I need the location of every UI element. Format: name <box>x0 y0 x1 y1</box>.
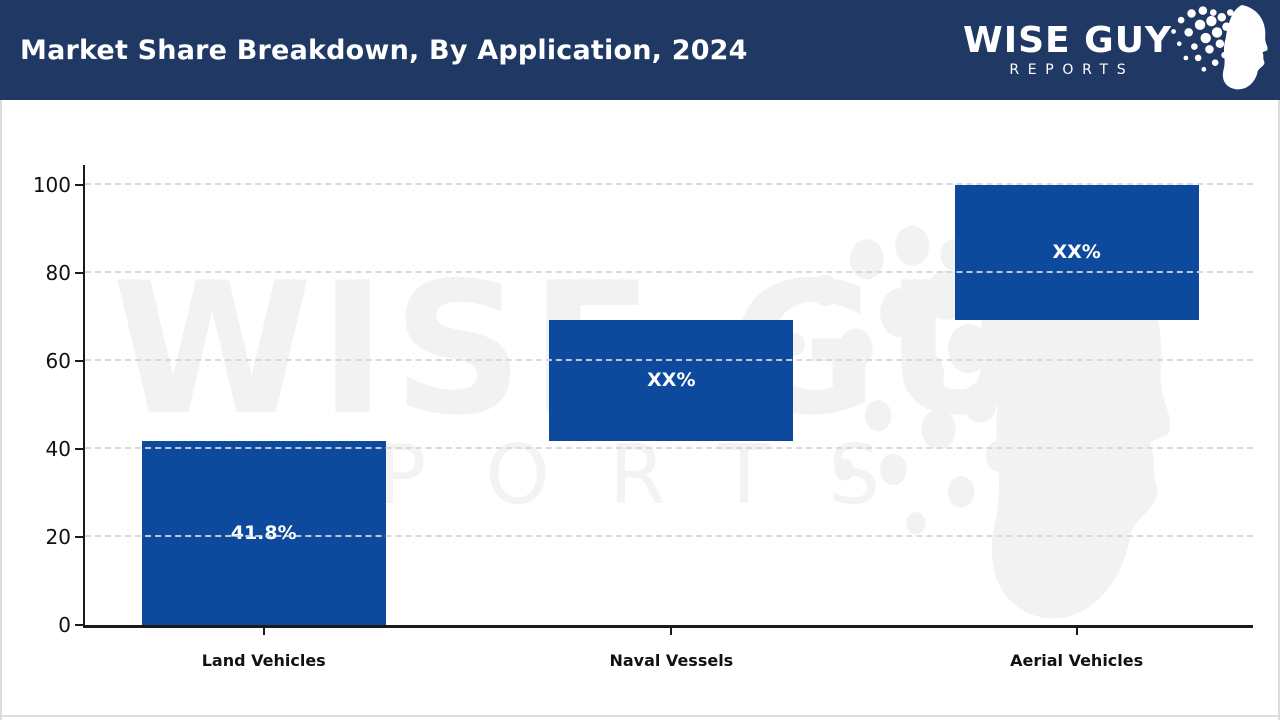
gridline-100 <box>85 182 1253 185</box>
x-tick-label-naval-vessels: Naval Vessels <box>609 651 734 670</box>
page-border-right <box>1278 100 1280 720</box>
wiseguy-face-icon <box>1166 2 1270 98</box>
y-tick-label-100: 100 <box>32 172 71 197</box>
x-tick-mark-naval-vessels <box>670 628 673 635</box>
y-tick-mark-20 <box>75 535 83 538</box>
x-tick-mark-aerial-vehicles <box>1075 628 1078 635</box>
gridline-40 <box>85 446 1253 449</box>
page-border-left <box>0 100 2 720</box>
header-bar: Market Share Breakdown, By Application, … <box>0 0 1280 100</box>
chart-title: Market Share Breakdown, By Application, … <box>20 34 748 66</box>
bar-aerial-vehicles: XX% <box>954 184 1199 320</box>
y-tick-label-40: 40 <box>45 436 71 461</box>
y-tick-label-60: 60 <box>45 348 71 373</box>
page-border-bottom <box>0 715 1280 717</box>
x-tick-mark-land-vehicles <box>262 628 265 635</box>
logo-text: WISE GUY REPORTS <box>962 20 1172 78</box>
y-tick-mark-40 <box>75 447 83 450</box>
y-tick-mark-0 <box>75 624 83 626</box>
y-tick-mark-80 <box>75 271 83 274</box>
bar-value-label-land-vehicles: 41.8% <box>230 522 297 544</box>
bar-land-vehicles: 41.8% <box>141 441 386 625</box>
y-tick-label-20: 20 <box>45 524 71 549</box>
y-tick-mark-100 <box>75 183 83 186</box>
x-axis-line <box>83 625 1253 628</box>
gridline-80 <box>85 270 1253 273</box>
y-tick-label-0: 0 <box>58 613 71 637</box>
x-tick-label-land-vehicles: Land Vehicles <box>201 651 326 670</box>
logo-wiseguy-text: WISE GUY <box>962 20 1172 61</box>
y-tick-label-80: 80 <box>45 260 71 285</box>
gridline-60 <box>85 358 1253 361</box>
logo-reports-text: REPORTS <box>1009 62 1135 78</box>
bar-value-label-aerial-vehicles: XX% <box>1052 241 1101 264</box>
bar-naval-vessels: XX% <box>549 319 794 441</box>
wiseguy-logo: WISE GUY REPORTS <box>963 2 1280 98</box>
x-tick-label-aerial-vehicles: Aerial Vehicles <box>1010 651 1144 670</box>
bar-value-label-naval-vessels: XX% <box>647 369 696 392</box>
y-axis-line <box>83 165 85 625</box>
plot-area: 0 20 40 60 80 100 41.8% Land Vehicles XX% Naval V… <box>33 165 1253 670</box>
y-tick-mark-60 <box>75 359 83 362</box>
gridline-20 <box>85 534 1253 537</box>
